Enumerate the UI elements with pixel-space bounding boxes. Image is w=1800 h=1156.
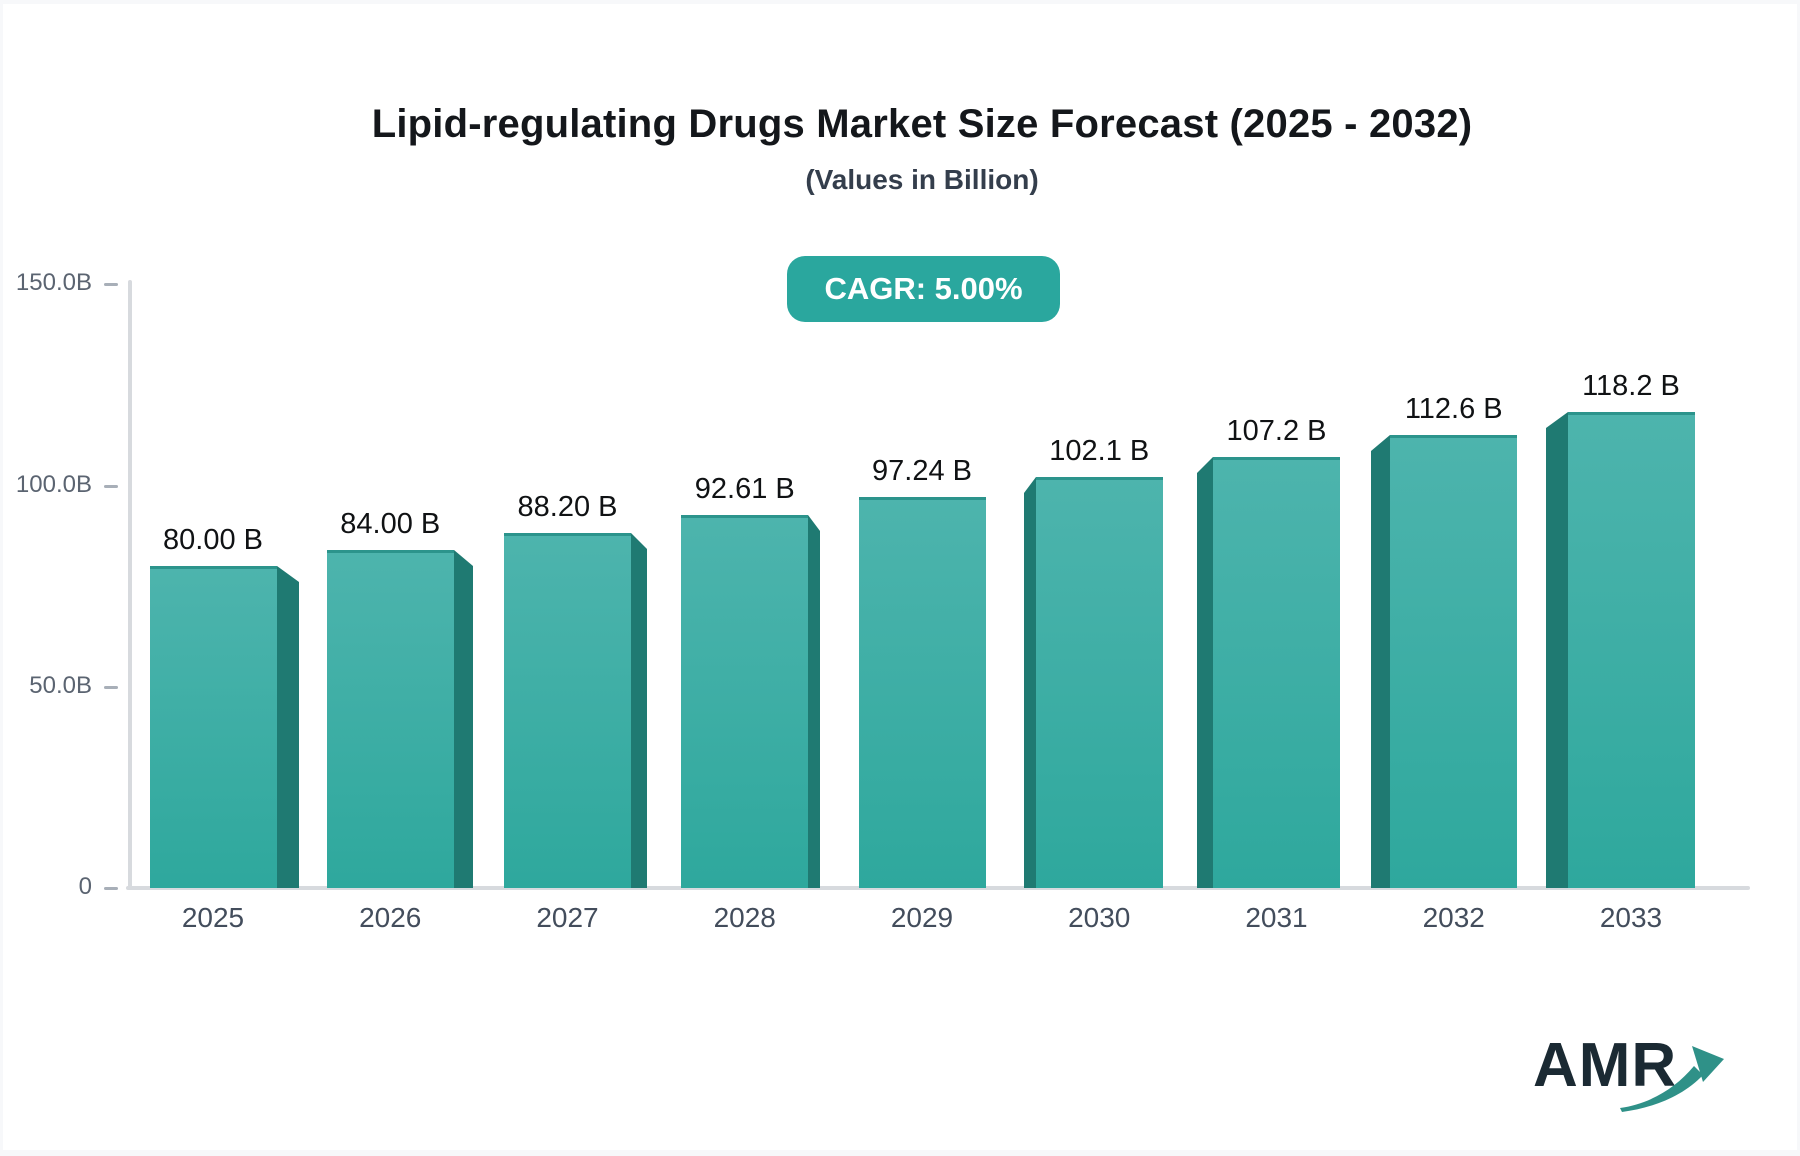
x-axis-year-label: 2029 <box>890 902 954 933</box>
bar-value-label: 118.2 B <box>1582 370 1680 402</box>
bar-body <box>150 566 277 888</box>
amr-logo-text: AMR <box>1533 1031 1678 1100</box>
y-axis-tick-dash <box>104 283 118 287</box>
bar-value-label: 80.00 B <box>163 524 263 556</box>
bar-side-face <box>277 566 299 888</box>
y-axis-line <box>128 280 132 890</box>
bar-body <box>1390 435 1517 888</box>
y-axis-tick-label: 0 <box>78 873 92 900</box>
x-axis-year-label: 2033 <box>1599 902 1663 933</box>
cagr-badge: CAGR: 5.00% <box>787 256 1060 322</box>
bar-body <box>504 533 631 888</box>
chart-title: Lipid-regulating Drugs Market Size Forec… <box>371 102 1473 146</box>
bar-side-face <box>1546 412 1568 888</box>
x-axis-year-label: 2027 <box>536 902 599 933</box>
x-axis-year-label: 2026 <box>359 902 422 933</box>
x-axis-year-label: 2030 <box>1068 902 1131 933</box>
bar-value-label: 84.00 B <box>340 508 441 540</box>
bar-body <box>1213 457 1340 888</box>
amr-logo-arrow-icon <box>1620 1046 1724 1112</box>
bar-side-face <box>1024 477 1036 888</box>
bar-value-label: 107.2 B <box>1226 415 1327 447</box>
x-axis-year-label: 2031 <box>1245 902 1308 933</box>
bar-body <box>1568 412 1695 888</box>
bar-side-face <box>631 533 647 888</box>
bar-side-face <box>808 515 820 888</box>
y-axis-tick-label: 100.0B <box>15 470 92 498</box>
y-axis-tick-label: 50.0B <box>29 671 92 699</box>
x-axis-year-label: 2032 <box>1422 902 1485 933</box>
y-axis-tick-dash <box>104 484 118 488</box>
y-axis-tick-dash <box>104 685 118 689</box>
bar-body <box>1036 477 1163 888</box>
bar-value-label: 88.20 B <box>517 491 618 523</box>
bar-value-label: 112.6 B <box>1404 393 1503 425</box>
bar-value-label: 97.24 B <box>872 455 972 487</box>
bar-value-label: 92.61 B <box>694 473 795 505</box>
bar-body <box>681 515 808 888</box>
bar-body <box>859 497 986 888</box>
x-axis-year-label: 2025 <box>181 902 245 933</box>
x-axis-line <box>126 886 1750 890</box>
bar-body <box>327 550 454 888</box>
bar-value-label: 102.1 B <box>1049 435 1150 467</box>
y-axis-tick-label: 150.0B <box>15 269 92 297</box>
bar-side-face <box>1371 435 1390 888</box>
cagr-badge-label: CAGR: 5.00% <box>824 271 1023 306</box>
bar-side-face <box>454 550 473 888</box>
y-axis-tick-dash <box>104 887 118 890</box>
chart-subtitle: (Values in Billion) <box>805 164 1039 195</box>
bar-side-face <box>1197 457 1213 888</box>
amr-logo: AMR <box>1533 1030 1733 1120</box>
x-axis-year-label: 2028 <box>713 902 776 933</box>
